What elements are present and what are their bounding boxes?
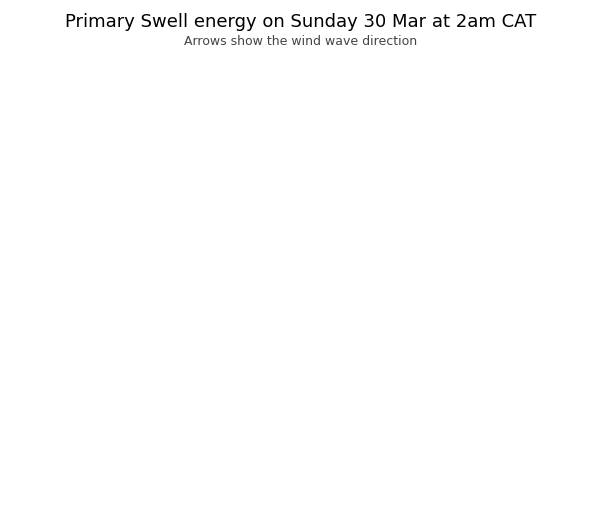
Text: Arrows show the wind wave direction: Arrows show the wind wave direction <box>184 35 417 48</box>
Text: Primary Swell energy on Sunday 30 Mar at 2am CAT: Primary Swell energy on Sunday 30 Mar at… <box>65 13 536 31</box>
